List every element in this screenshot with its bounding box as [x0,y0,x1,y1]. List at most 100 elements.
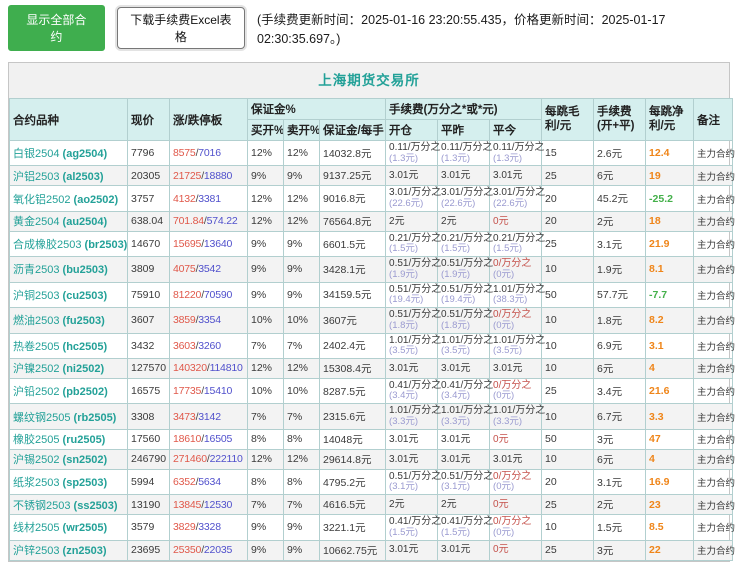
contract-name-link[interactable]: 热卷2505 (hc2505) [9,332,128,359]
limit-cell: 15695/13640 [169,230,248,258]
col-header-fee-round-trip: 手续费(开+平) [593,98,647,141]
show-all-contracts-button[interactable]: 显示全部合约 [8,5,105,51]
margin-per-lot-cell: 3607元 [318,307,387,334]
net-per-tick-cell: 12.4 [645,139,695,167]
sell-open-margin-cell: 7% [283,403,320,430]
fee-close-yesterday-cell: 0.51/万分之 (19.4元) [437,281,493,309]
contract-name-link[interactable]: 氧化铝2502 (ao2502) [9,185,128,212]
fee-close-yesterday-cell: 3.01/万分之 (22.6元) [437,185,493,212]
remark-cell: 主力合约 [693,256,735,283]
contract-name-link[interactable]: 沪锌2503 (zn2503) [9,539,128,561]
limit-cell: 140320/114810 [169,357,248,379]
contract-name-link[interactable]: 沥青2503 (bu2503) [9,256,128,283]
col-header-buy-open: 买开% [247,119,284,141]
net-per-tick-cell: 8.5 [645,514,695,541]
fee-open-cell: 3.01/万分之 (22.6元) [385,185,441,212]
fee-close-yesterday-cell: 0.11/万分之 (1.3元) [437,139,493,167]
buy-open-margin-cell: 7% [247,332,284,359]
buy-open-margin-cell: 9% [247,256,284,283]
remark-cell: 主力合约 [693,165,735,187]
price-cell: 75910 [127,281,170,309]
fee-close-yesterday-cell: 0.41/万分之 (1.5元) [437,514,493,541]
contract-name-link[interactable]: 橡胶2505 (ru2505) [9,428,128,450]
price-cell: 14670 [127,230,170,258]
remark-cell: 主力合约 [693,448,735,470]
fee-close-today-cell: 0元 [489,428,543,450]
fee-open-cell: 0.41/万分之 (3.4元) [385,377,441,405]
exchange-title: 上海期货交易所 [9,63,729,98]
net-per-tick-cell: -25.2 [645,185,695,212]
limit-cell: 3473/3142 [169,403,248,430]
remark-cell: 主力合约 [693,230,735,258]
fee-close-yesterday-cell: 0.51/万分之 (1.8元) [437,307,493,334]
limit-cell: 18610/16505 [169,428,248,450]
limit-cell: 8575/7016 [169,139,248,167]
contract-name-link[interactable]: 螺纹钢2505 (rb2505) [9,403,128,430]
buy-open-margin-cell: 9% [247,230,284,258]
contract-name-link[interactable]: 纸浆2503 (sp2503) [9,468,128,496]
table-row: 沪锡2502 (sn2502) 246790 271460/222110 12%… [9,448,735,470]
limit-cell: 21725/18880 [169,165,248,187]
fee-round-trip-cell: 1.5元 [593,514,647,541]
table-row: 沪铜2503 (cu2503) 75910 81220/70590 9% 9% … [9,281,735,309]
price-cell: 246790 [127,448,170,470]
contract-name-link[interactable]: 沪镍2502 (ni2502) [9,357,128,379]
fee-round-trip-cell: 1.9元 [593,256,647,283]
margin-per-lot-cell: 2402.4元 [318,332,387,359]
margin-per-lot-cell: 6601.5元 [318,230,387,258]
margin-per-lot-cell: 76564.8元 [318,210,387,232]
remark-cell: 主力合约 [693,403,735,430]
limit-cell: 25350/22035 [169,539,248,561]
remark-cell: 主力合约 [693,428,735,450]
margin-per-lot-cell: 4795.2元 [318,468,387,496]
contract-name-link[interactable]: 不锈钢2503 (ss2503) [9,494,128,516]
margin-per-lot-cell: 2315.6元 [318,403,387,430]
limit-cell: 6352/5634 [169,468,248,496]
contract-name-link[interactable]: 白银2504 (ag2504) [9,139,128,167]
fee-round-trip-cell: 6元 [593,448,647,470]
gross-per-tick-cell: 10 [541,403,595,430]
sell-open-margin-cell: 12% [283,139,320,167]
buy-open-margin-cell: 9% [247,539,284,561]
sell-open-margin-cell: 9% [283,165,320,187]
limit-cell: 3603/3260 [169,332,248,359]
contract-name-link[interactable]: 沪铜2503 (cu2503) [9,281,128,309]
fee-open-cell: 1.01/万分之 (3.5元) [385,332,441,359]
contract-name-link[interactable]: 黄金2504 (au2504) [9,210,128,232]
fee-close-yesterday-cell: 3.01元 [437,428,491,450]
buy-open-margin-cell: 12% [247,185,284,212]
col-header-margin-group: 保证金% [246,98,387,120]
sell-open-margin-cell: 9% [283,514,320,541]
remark-cell: 主力合约 [693,281,735,309]
contract-name-link[interactable]: 线材2505 (wr2505) [9,514,128,541]
net-per-tick-cell: 3.1 [645,332,695,359]
contract-name-link[interactable]: 沪铝2503 (al2503) [9,165,128,187]
contract-name-link[interactable]: 合成橡胶2503 (br2503) [9,230,128,258]
limit-cell: 3829/3328 [169,514,248,541]
sell-open-margin-cell: 9% [283,256,320,283]
contract-table: 合约品种 现价 涨/跌停板 保证金% 手续费(万分之*或*元) 每跳毛利/元 手… [9,98,735,561]
gross-per-tick-cell: 25 [541,230,595,258]
contract-name-link[interactable]: 燃油2503 (fu2503) [9,307,128,334]
download-excel-button[interactable]: 下载手续费Excel表格 [116,7,245,49]
table-row: 沪铝2503 (al2503) 20305 21725/18880 9% 9% … [9,165,735,187]
price-cell: 3607 [127,307,170,334]
margin-per-lot-cell: 9137.25元 [318,165,387,187]
net-per-tick-cell: 19 [645,165,695,187]
contract-name-link[interactable]: 沪铅2502 (pb2502) [9,377,128,405]
price-cell: 5994 [127,468,170,496]
fee-open-cell: 3.01元 [385,357,439,379]
fee-open-cell: 0.11/万分之 (1.3元) [385,139,441,167]
fee-close-yesterday-cell: 3.01元 [437,165,491,187]
price-cell: 3809 [127,256,170,283]
net-per-tick-cell: 22 [645,539,695,561]
col-header-sell-open: 卖开% [283,119,320,141]
sell-open-margin-cell: 9% [283,281,320,309]
buy-open-margin-cell: 12% [247,210,284,232]
table-row: 合成橡胶2503 (br2503) 14670 15695/13640 9% 9… [9,230,735,258]
sell-open-margin-cell: 9% [283,230,320,258]
contract-name-link[interactable]: 沪锡2502 (sn2502) [9,448,128,470]
fee-close-yesterday-cell: 3.01元 [437,448,491,470]
price-cell: 23695 [127,539,170,561]
fee-close-yesterday-cell: 0.21/万分之 (1.5元) [437,230,493,258]
